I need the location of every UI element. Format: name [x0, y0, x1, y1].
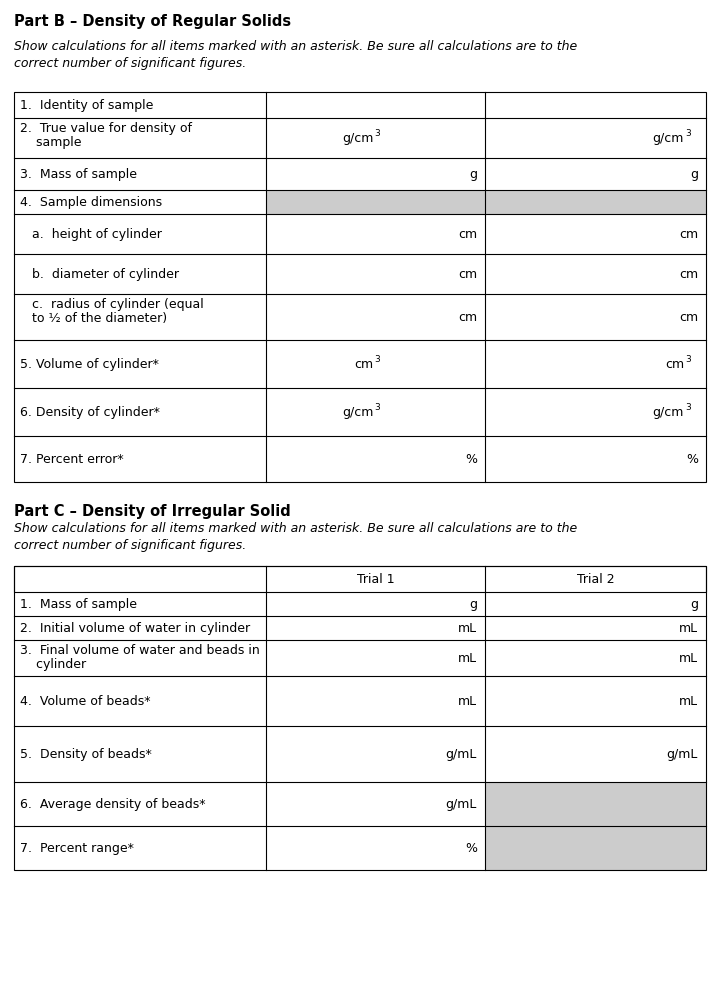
Text: a.  height of cylinder: a. height of cylinder — [20, 227, 162, 240]
Bar — [485, 782, 706, 826]
Text: Show calculations for all items marked with an asterisk. Be sure all calculation: Show calculations for all items marked w… — [14, 522, 577, 552]
Text: Trial 2: Trial 2 — [577, 573, 614, 586]
Text: 7. Percent error*: 7. Percent error* — [20, 452, 124, 465]
Bar — [266, 190, 706, 214]
Text: cm: cm — [679, 268, 698, 281]
Text: 5.  Density of beads*: 5. Density of beads* — [20, 748, 152, 761]
Text: 3: 3 — [685, 128, 690, 137]
Text: 3: 3 — [374, 355, 380, 364]
Text: g/cm: g/cm — [342, 405, 374, 418]
Text: g/cm: g/cm — [652, 405, 684, 418]
Text: g/mL: g/mL — [446, 748, 477, 761]
Text: Part C – Density of Irregular Solid: Part C – Density of Irregular Solid — [14, 504, 291, 519]
Text: 6.  Average density of beads*: 6. Average density of beads* — [20, 798, 205, 811]
Text: mL: mL — [679, 694, 698, 707]
Text: %: % — [686, 452, 698, 465]
Text: 2.  True value for density of: 2. True value for density of — [20, 122, 192, 135]
Text: 3: 3 — [374, 402, 380, 411]
Text: 1.  Mass of sample: 1. Mass of sample — [20, 598, 137, 611]
Text: mL: mL — [458, 651, 477, 664]
Text: to ½ of the diameter): to ½ of the diameter) — [20, 312, 167, 325]
Text: 3.  Mass of sample: 3. Mass of sample — [20, 167, 137, 180]
Text: cm: cm — [679, 311, 698, 324]
Bar — [14, 566, 706, 592]
Bar — [485, 826, 706, 870]
Text: Show calculations for all items marked with an asterisk. Be sure all calculation: Show calculations for all items marked w… — [14, 40, 577, 70]
Bar — [14, 92, 706, 482]
Text: b.  diameter of cylinder: b. diameter of cylinder — [20, 268, 179, 281]
Text: %: % — [465, 842, 477, 855]
Text: g: g — [469, 167, 477, 180]
Text: cm: cm — [354, 358, 374, 371]
Text: c.  radius of cylinder (equal: c. radius of cylinder (equal — [20, 298, 204, 311]
Bar — [14, 566, 706, 870]
Text: sample: sample — [20, 136, 81, 149]
Text: 3: 3 — [685, 355, 690, 364]
Text: cylinder: cylinder — [20, 658, 86, 671]
Text: mL: mL — [458, 622, 477, 634]
Text: 7.  Percent range*: 7. Percent range* — [20, 842, 134, 855]
Text: 5. Volume of cylinder*: 5. Volume of cylinder* — [20, 358, 159, 371]
Text: g: g — [690, 167, 698, 180]
Text: 2.  Initial volume of water in cylinder: 2. Initial volume of water in cylinder — [20, 622, 250, 634]
Text: mL: mL — [679, 622, 698, 634]
Text: g/cm: g/cm — [342, 131, 374, 144]
Text: 1.  Identity of sample: 1. Identity of sample — [20, 99, 153, 112]
Text: Trial 1: Trial 1 — [356, 573, 395, 586]
Text: 6. Density of cylinder*: 6. Density of cylinder* — [20, 405, 160, 418]
Text: Part B – Density of Regular Solids: Part B – Density of Regular Solids — [14, 14, 291, 29]
Text: g/mL: g/mL — [446, 798, 477, 811]
Text: cm: cm — [458, 268, 477, 281]
Text: mL: mL — [458, 694, 477, 707]
Text: g: g — [690, 598, 698, 611]
Text: 4.  Volume of beads*: 4. Volume of beads* — [20, 694, 150, 707]
Text: mL: mL — [679, 651, 698, 664]
Text: 3: 3 — [685, 402, 690, 411]
Text: cm: cm — [665, 358, 684, 371]
Text: %: % — [465, 452, 477, 465]
Text: 3: 3 — [374, 128, 380, 137]
Text: g/cm: g/cm — [652, 131, 684, 144]
Text: g: g — [469, 598, 477, 611]
Text: cm: cm — [679, 227, 698, 240]
Text: cm: cm — [458, 311, 477, 324]
Text: cm: cm — [458, 227, 477, 240]
Text: 3.  Final volume of water and beads in: 3. Final volume of water and beads in — [20, 644, 260, 657]
Text: 4.  Sample dimensions: 4. Sample dimensions — [20, 195, 162, 208]
Text: g/mL: g/mL — [667, 748, 698, 761]
